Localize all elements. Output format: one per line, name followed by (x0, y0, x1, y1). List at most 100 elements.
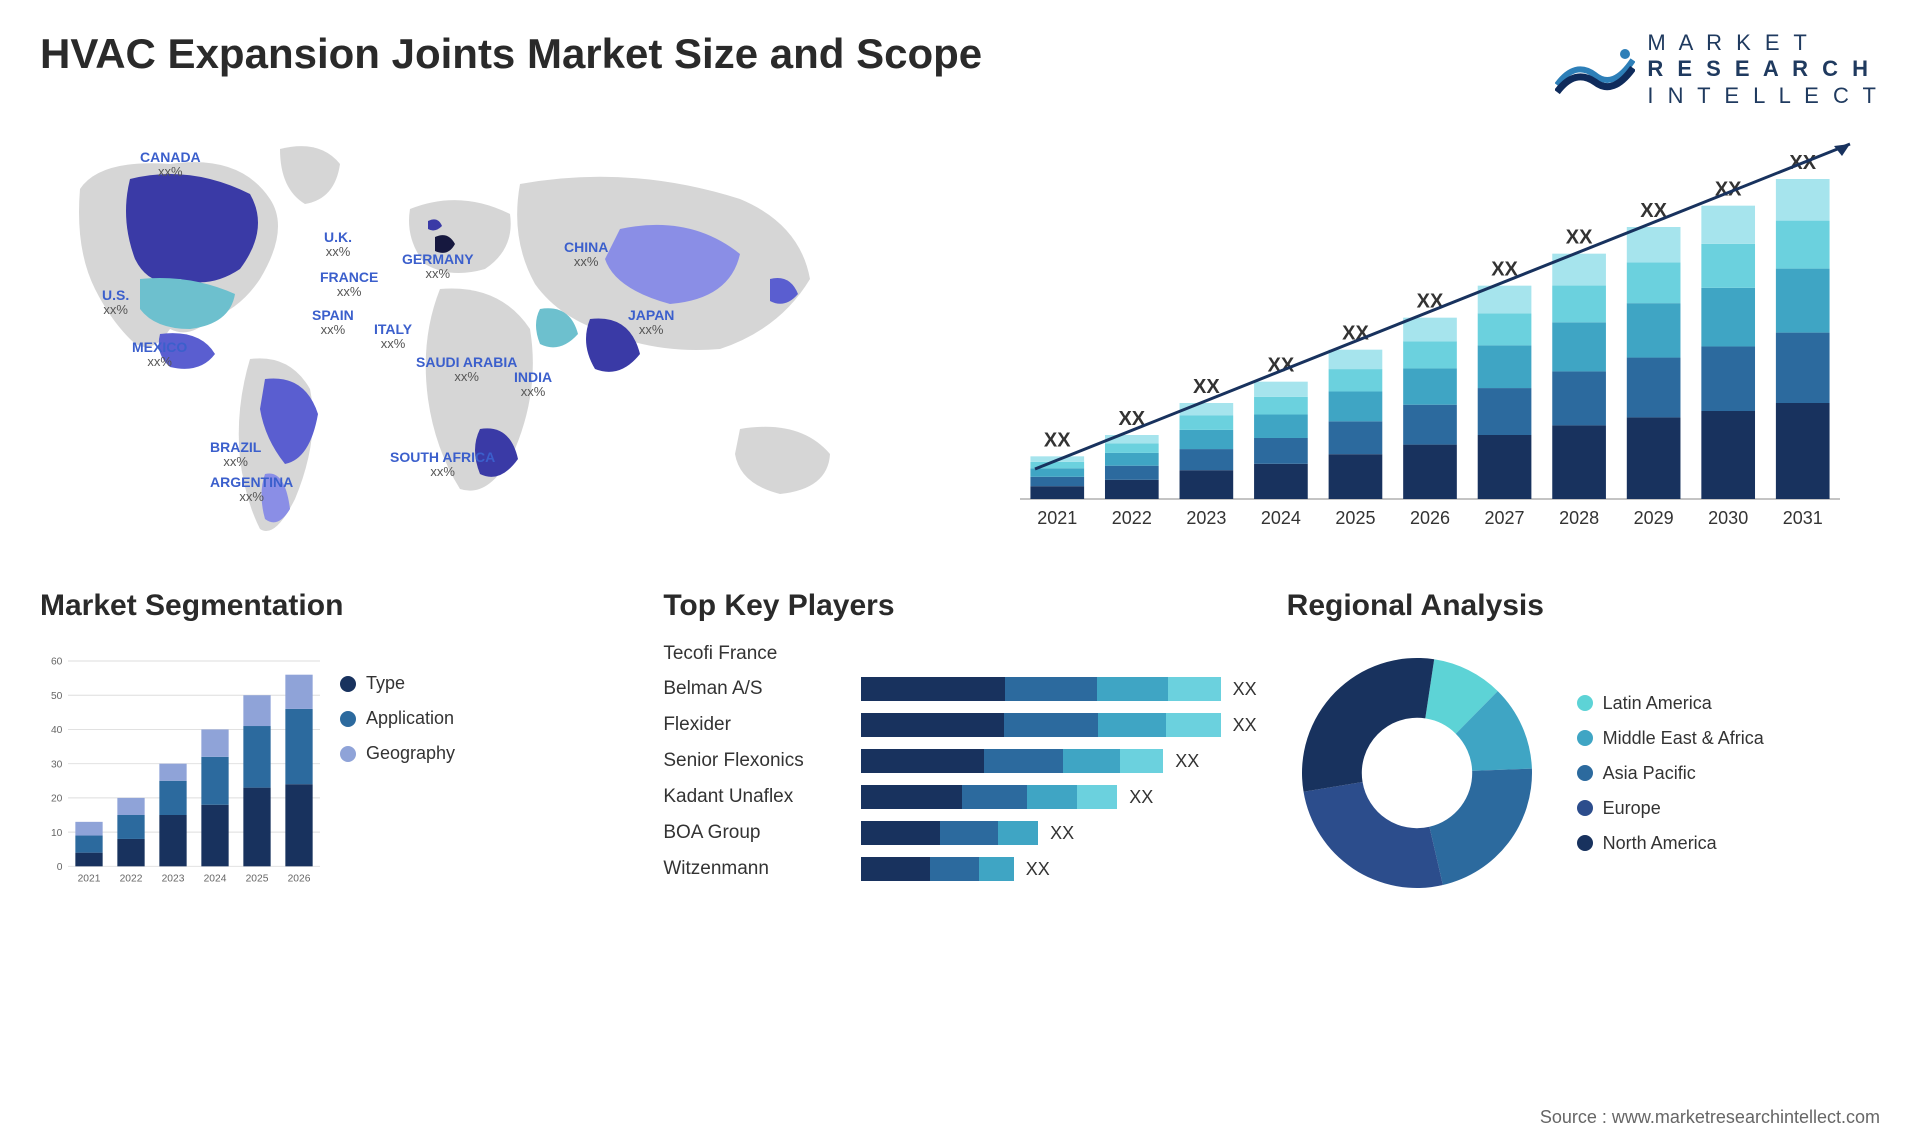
map-label: INDIAxx% (514, 369, 552, 400)
map-label: SAUDI ARABIAxx% (416, 354, 517, 385)
svg-text:2025: 2025 (246, 873, 269, 884)
map-label: ITALYxx% (374, 321, 412, 352)
logo-icon (1555, 40, 1635, 100)
legend-dot (1577, 730, 1593, 746)
player-name: BOA Group (663, 822, 843, 844)
map-label: ARGENTINAxx% (210, 474, 293, 505)
svg-text:30: 30 (51, 760, 63, 771)
legend-label: Geography (366, 743, 455, 764)
player-bar (861, 857, 1013, 881)
svg-text:2022: 2022 (120, 873, 143, 884)
player-row: BOA Group XX (663, 821, 1256, 845)
regional-title: Regional Analysis (1287, 589, 1880, 623)
key-players-section: Top Key Players Tecofi France Belman A/S X… (663, 589, 1256, 903)
legend-label: Middle East & Africa (1603, 728, 1764, 749)
legend-label: Type (366, 673, 405, 694)
svg-text:2024: 2024 (204, 873, 227, 884)
player-bar (861, 677, 1220, 701)
regional-legend: Latin AmericaMiddle East & AfricaAsia Pa… (1577, 693, 1764, 854)
segmentation-title: Market Segmentation (40, 589, 633, 623)
player-name: Flexider (663, 714, 843, 736)
svg-text:XX: XX (1417, 291, 1444, 313)
legend-label: Application (366, 708, 454, 729)
svg-text:XX: XX (1044, 430, 1071, 452)
map-label: MEXICOxx% (132, 339, 187, 370)
player-name: Tecofi France (663, 643, 843, 665)
player-value: XX (1129, 787, 1153, 808)
map-label: SOUTH AFRICAxx% (390, 449, 495, 480)
player-name: Kadant Unaflex (663, 786, 843, 808)
map-label: CANADAxx% (140, 149, 201, 180)
svg-text:2028: 2028 (1559, 508, 1599, 528)
svg-text:20: 20 (51, 794, 63, 805)
key-players-title: Top Key Players (663, 589, 1256, 623)
player-value: XX (1026, 859, 1050, 880)
source-text: Source : www.marketresearchintellect.com (1540, 1107, 1880, 1128)
player-bar (861, 785, 1117, 809)
regional-section: Regional Analysis Latin America Middle Ea… (1287, 589, 1880, 903)
map-label: GERMANYxx% (402, 251, 474, 282)
player-row: FlexiderXX (663, 713, 1256, 737)
legend-dot (1577, 765, 1593, 781)
svg-text:2027: 2027 (1485, 508, 1525, 528)
map-label: JAPANxx% (628, 307, 674, 338)
svg-text:2026: 2026 (1410, 508, 1450, 528)
legend-dot (340, 711, 356, 727)
legend-item: Geography (340, 743, 633, 764)
svg-text:2021: 2021 (1037, 508, 1077, 528)
legend-item: North America (1577, 833, 1764, 854)
logo-line1: M A R K E T (1647, 30, 1880, 56)
player-row: Tecofi France (663, 643, 1256, 665)
legend-item: Middle East & Africa (1577, 728, 1764, 749)
logo-line2: R E S E A R C H (1647, 56, 1880, 82)
svg-text:2029: 2029 (1634, 508, 1674, 528)
map-label: CHINAxx% (564, 239, 608, 270)
player-name: Belman A/S (663, 678, 843, 700)
legend-dot (1577, 835, 1593, 851)
svg-text:XX: XX (1566, 227, 1593, 249)
svg-text:2024: 2024 (1261, 508, 1301, 528)
legend-dot (1577, 695, 1593, 711)
map-label: FRANCExx% (320, 269, 378, 300)
player-row: Witzenmann XX (663, 857, 1256, 881)
donut-chart (1287, 643, 1547, 903)
svg-text:10: 10 (51, 828, 63, 839)
legend-dot (340, 746, 356, 762)
player-bar (861, 749, 1163, 773)
svg-text:0: 0 (57, 862, 63, 873)
svg-text:40: 40 (51, 725, 63, 736)
player-row: Kadant Unaflex XX (663, 785, 1256, 809)
legend-dot (340, 676, 356, 692)
segmentation-section: Market Segmentation 0 10 20 30 40 50 60 2021 202… (40, 589, 633, 903)
svg-text:60: 60 (51, 657, 63, 668)
brand-logo: M A R K E T R E S E A R C H I N T E L L … (1555, 30, 1880, 109)
legend-item: Latin America (1577, 693, 1764, 714)
svg-text:2026: 2026 (288, 873, 311, 884)
map-label: U.K.xx% (324, 229, 352, 260)
world-map: CANADAxx%U.S.xx%MEXICOxx%BRAZILxx%ARGENT… (40, 129, 940, 549)
player-row: Belman A/S XX (663, 677, 1256, 701)
legend-label: Europe (1603, 798, 1661, 819)
svg-text:2022: 2022 (1112, 508, 1152, 528)
player-name: Senior Flexonics (663, 750, 843, 772)
player-name: Witzenmann (663, 858, 843, 880)
legend-item: Europe (1577, 798, 1764, 819)
svg-text:50: 50 (51, 691, 63, 702)
legend-item: Application (340, 708, 633, 729)
legend-label: Latin America (1603, 693, 1712, 714)
player-value: XX (1050, 823, 1074, 844)
growth-chart: XX2021XX2022XX2023XX2024XX2025XX2026XX20… (980, 129, 1880, 549)
map-label: SPAINxx% (312, 307, 354, 338)
svg-text:2023: 2023 (1186, 508, 1226, 528)
svg-text:2021: 2021 (78, 873, 101, 884)
svg-text:XX: XX (1193, 376, 1220, 398)
player-value: XX (1233, 679, 1257, 700)
player-value: XX (1175, 751, 1199, 772)
logo-line3: I N T E L L E C T (1647, 83, 1880, 109)
legend-dot (1577, 800, 1593, 816)
player-bar (861, 821, 1038, 845)
map-label: U.S.xx% (102, 287, 129, 318)
segmentation-legend: Type Application Geography (340, 643, 633, 903)
svg-text:2023: 2023 (162, 873, 185, 884)
svg-text:2030: 2030 (1708, 508, 1748, 528)
